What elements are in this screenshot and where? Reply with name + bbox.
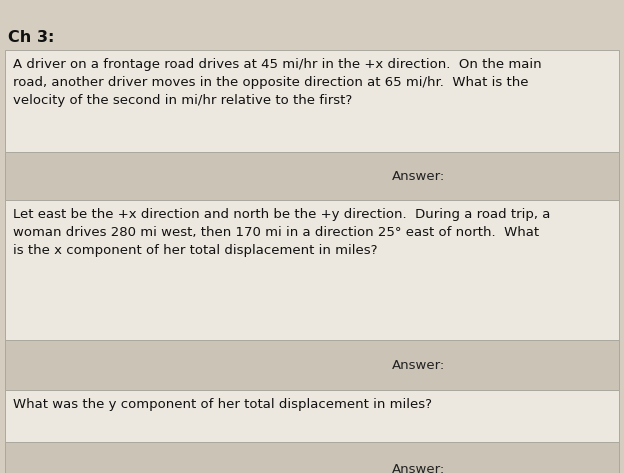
Bar [5,152,619,200]
Bar [5,442,619,473]
Text: A driver on a frontage road drives at 45 mi/hr in the +x direction.  On the main: A driver on a frontage road drives at 45… [13,58,542,107]
Text: What was the y component of her total displacement in miles?: What was the y component of her total di… [13,398,432,411]
Bar [5,340,619,390]
Text: Answer:: Answer: [392,359,445,371]
Text: Answer:: Answer: [392,169,445,183]
Bar [5,200,619,340]
Bar [5,50,619,152]
Text: Let east be the +x direction and north be the +y direction.  During a road trip,: Let east be the +x direction and north b… [13,208,550,257]
Text: Answer:: Answer: [392,463,445,473]
Bar [5,390,619,442]
Text: Ch 3:: Ch 3: [8,30,54,45]
